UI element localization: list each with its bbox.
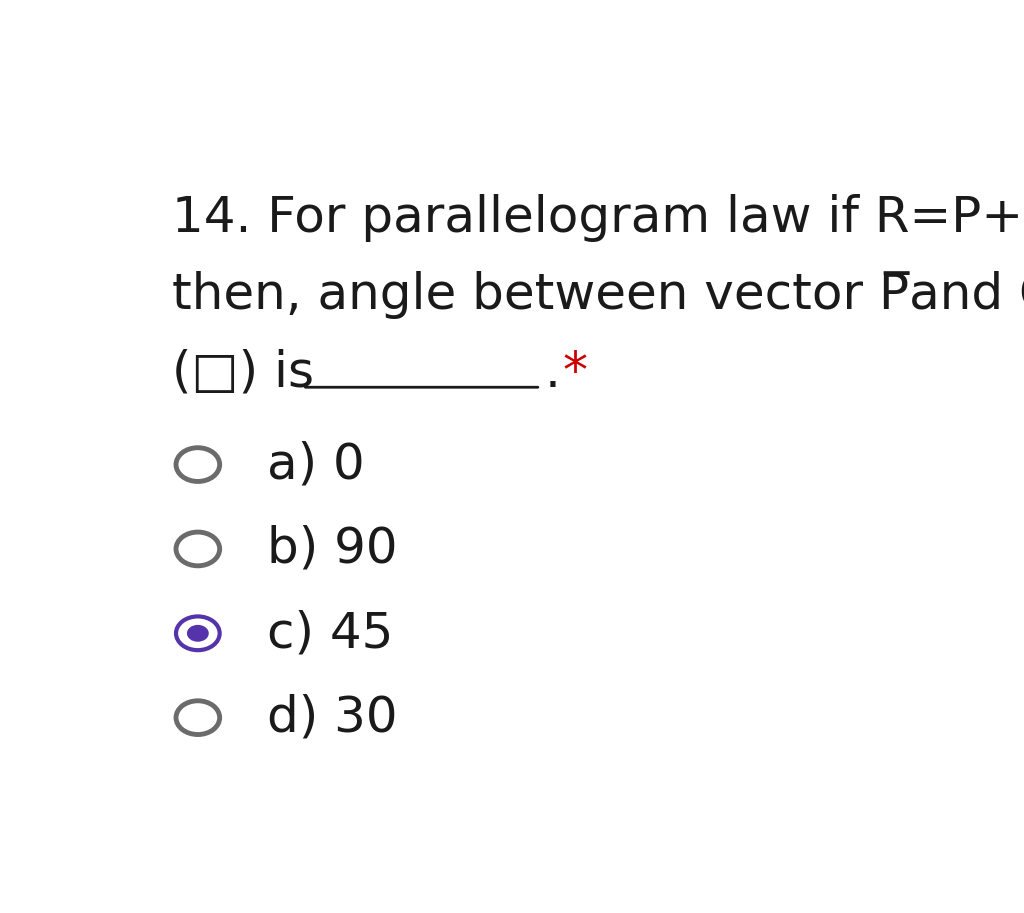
Text: a) 0: a) 0 [267,441,365,488]
Text: b) 90: b) 90 [267,525,397,573]
Text: d) 30: d) 30 [267,694,397,741]
Text: c) 45: c) 45 [267,609,393,657]
Ellipse shape [187,624,209,642]
Text: 14. For parallelogram law if R=P+Q: 14. For parallelogram law if R=P+Q [172,194,1024,242]
Text: (□) is: (□) is [172,349,313,396]
Text: *: * [562,349,587,396]
Text: .: . [545,349,560,396]
Text: then, angle between vector P̅and Q̅: then, angle between vector P̅and Q̅ [172,271,1024,320]
